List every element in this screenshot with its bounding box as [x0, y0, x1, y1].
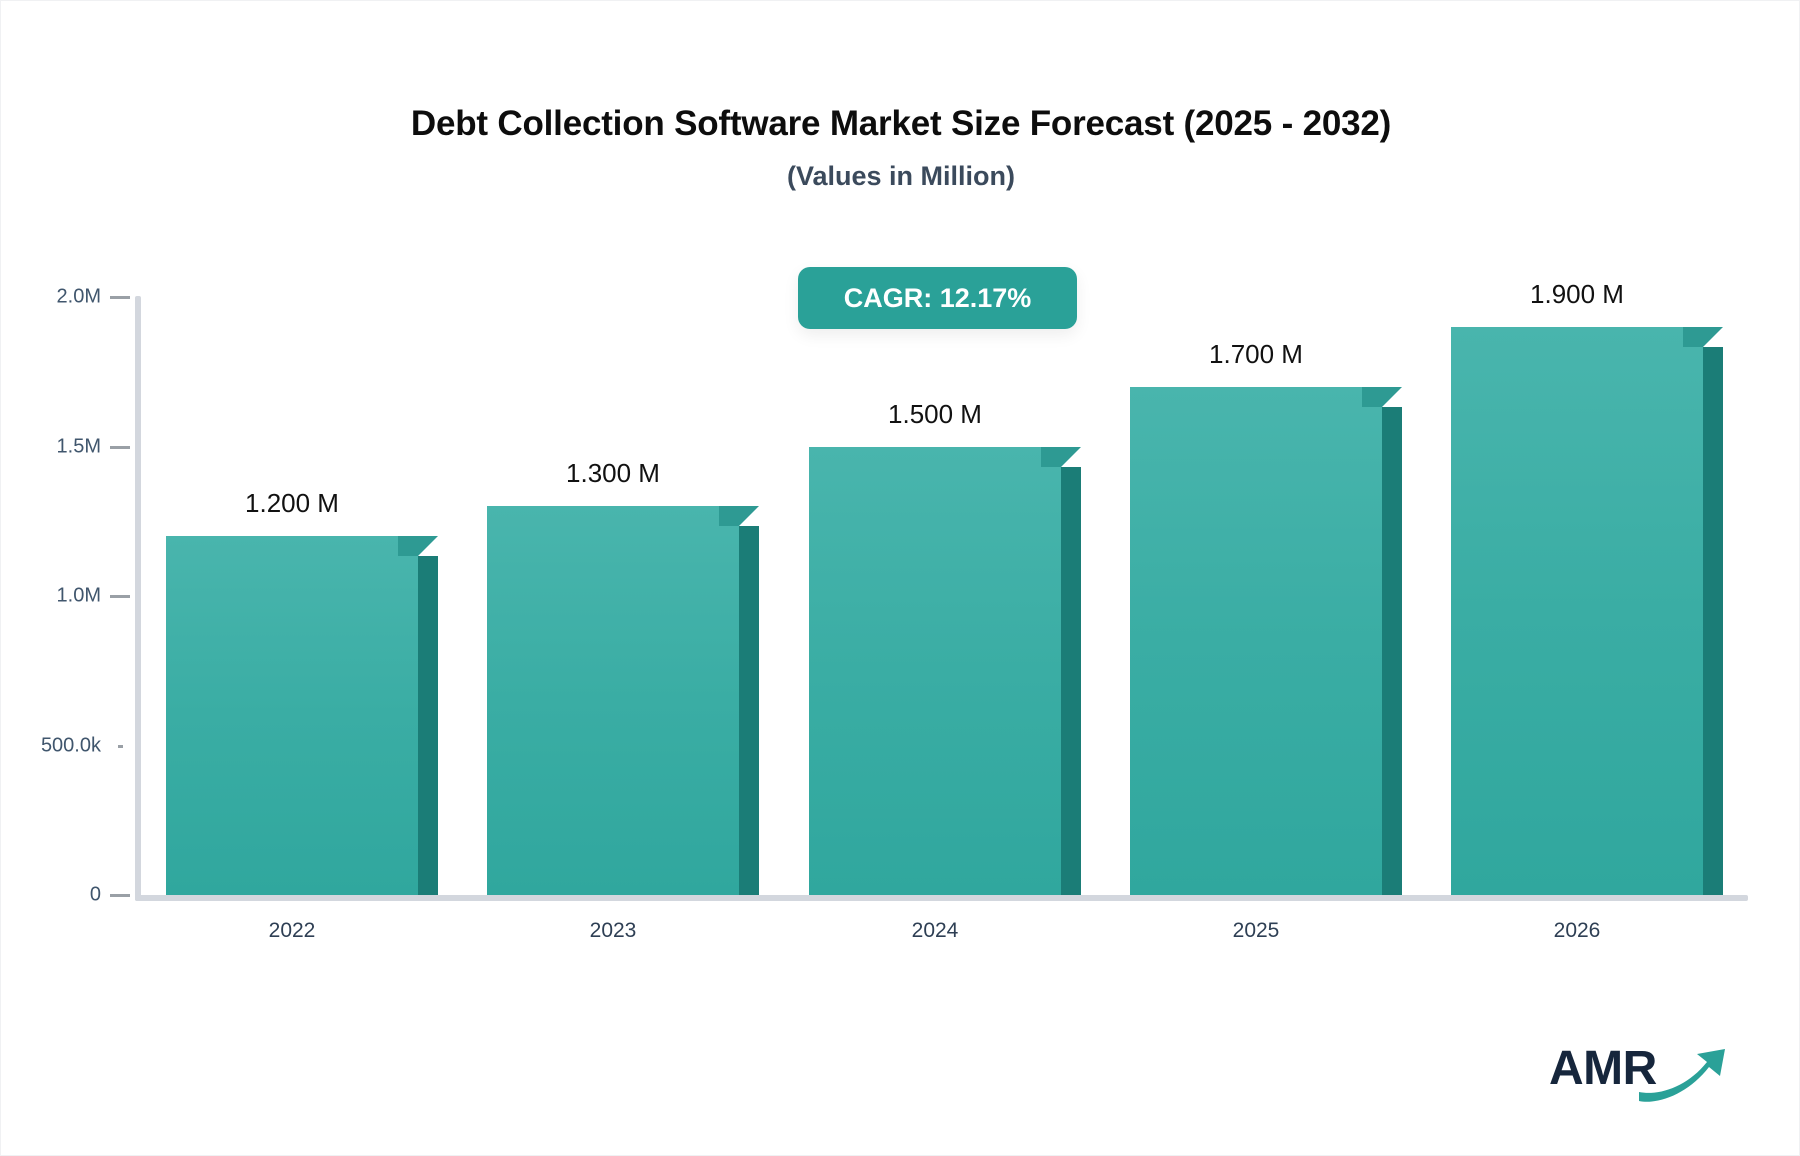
bar-top-bevel [719, 506, 759, 546]
bar-side-face [1382, 406, 1402, 895]
bar-front-face [166, 536, 418, 895]
bar-value-label: 1.700 M [1209, 338, 1303, 369]
bar-top-bevel [1683, 326, 1723, 367]
y-tick-mark [110, 296, 130, 299]
x-tick-label: 2023 [589, 919, 637, 942]
amr-logo: AMR [1549, 1041, 1729, 1113]
bar-value-label: 1.500 M [888, 398, 982, 429]
x-tick-label: 2025 [1232, 919, 1280, 942]
amr-logo-text: AMR [1549, 1042, 1657, 1095]
y-tick-mark [118, 744, 123, 748]
bar [166, 536, 438, 895]
bar-front-face [1451, 326, 1703, 895]
chart-title: Debt Collection Software Market Size For… [410, 104, 1392, 143]
bar-value-label: 1.900 M [1530, 278, 1624, 309]
bar [809, 446, 1081, 895]
bar [487, 506, 759, 895]
y-tick-label: 0 [89, 883, 101, 906]
bar-front-face [487, 506, 739, 895]
chart-subtitle: (Values in Million) [786, 160, 1016, 191]
x-tick-label: 2026 [1553, 919, 1601, 942]
y-tick-label: 1.0M [56, 584, 101, 607]
bar-top-bevel [398, 536, 438, 576]
cagr-badge: CAGR: 12.17% [798, 267, 1077, 329]
growth-arrow-icon [1639, 1049, 1725, 1102]
bar-value-label: 1.200 M [245, 488, 339, 519]
y-tick-label: 500.0k [40, 734, 101, 756]
bar-front-face [1130, 386, 1382, 895]
y-tick-label: 2.0M [56, 285, 101, 308]
bar-side-face [1061, 466, 1081, 895]
x-tick-label: 2024 [911, 919, 959, 942]
bar-top-bevel [1362, 386, 1402, 427]
y-tick-mark [110, 595, 130, 598]
bar [1130, 386, 1402, 895]
bar-value-label: 1.300 M [566, 458, 660, 489]
y-tick-mark [110, 445, 130, 449]
bar-front-face [809, 446, 1061, 895]
bar-side-face [1703, 346, 1723, 895]
x-axis-line [135, 895, 1748, 901]
title-block: Debt Collection Software Market Size For… [1, 104, 1799, 191]
x-tick-label: 2022 [268, 919, 316, 942]
y-tick-label: 1.5M [56, 435, 101, 457]
bar-side-face [739, 526, 759, 895]
bar-side-face [418, 556, 438, 895]
bar-top-bevel [1041, 446, 1081, 487]
y-axis-line [135, 296, 141, 901]
bar [1451, 326, 1723, 895]
y-tick-mark [110, 894, 130, 897]
